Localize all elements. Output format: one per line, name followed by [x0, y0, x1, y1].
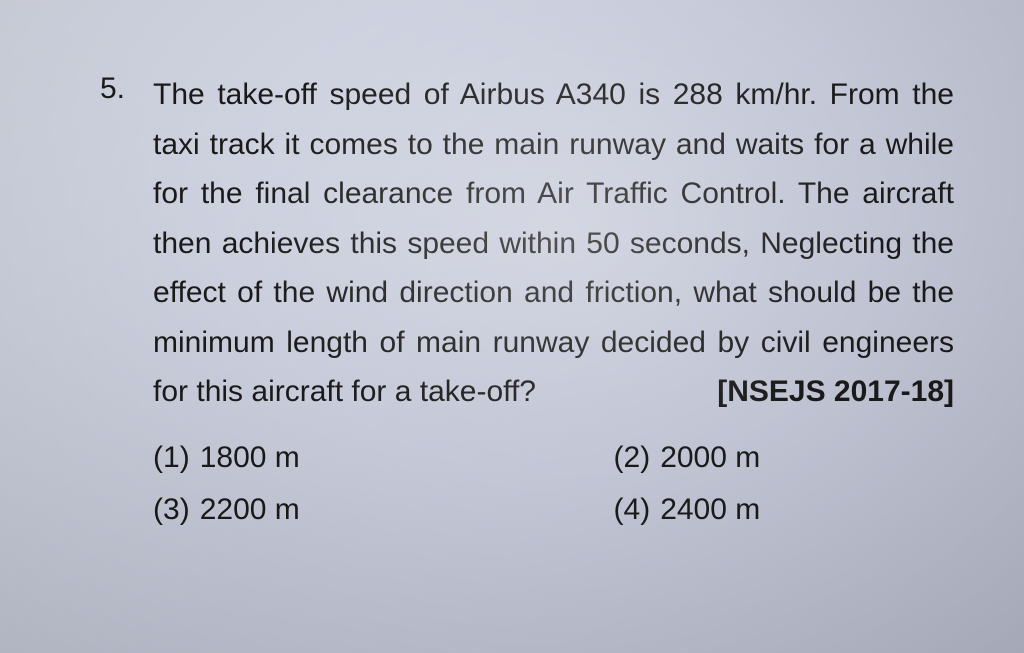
question-body: The take-off speed of Airbus A340 is 288…	[153, 70, 954, 527]
option-4[interactable]: (4) 2400 m	[614, 493, 954, 527]
option-label: (3)	[153, 493, 190, 527]
question-number: 5.	[100, 72, 125, 106]
option-value: 1800 m	[200, 441, 300, 475]
question-text: The take-off speed of Airbus A340 is 288…	[153, 70, 954, 417]
option-1[interactable]: (1) 1800 m	[153, 441, 493, 475]
option-value: 2400 m	[660, 493, 760, 527]
option-label: (2)	[614, 441, 651, 475]
question-text-content: The take-off speed of Airbus A340 is 288…	[153, 78, 954, 408]
question-reference: [NSEJS 2017-18]	[717, 367, 954, 417]
question-block: 5. The take-off speed of Airbus A340 is …	[100, 70, 954, 527]
page: 5. The take-off speed of Airbus A340 is …	[0, 0, 1024, 653]
option-value: 2200 m	[200, 493, 300, 527]
option-3[interactable]: (3) 2200 m	[153, 493, 493, 527]
option-label: (4)	[614, 493, 651, 527]
options-grid: (1) 1800 m (2) 2000 m (3) 2200 m (4) 240…	[153, 441, 954, 527]
option-value: 2000 m	[660, 441, 760, 475]
option-label: (1)	[153, 441, 190, 475]
option-2[interactable]: (2) 2000 m	[614, 441, 954, 475]
